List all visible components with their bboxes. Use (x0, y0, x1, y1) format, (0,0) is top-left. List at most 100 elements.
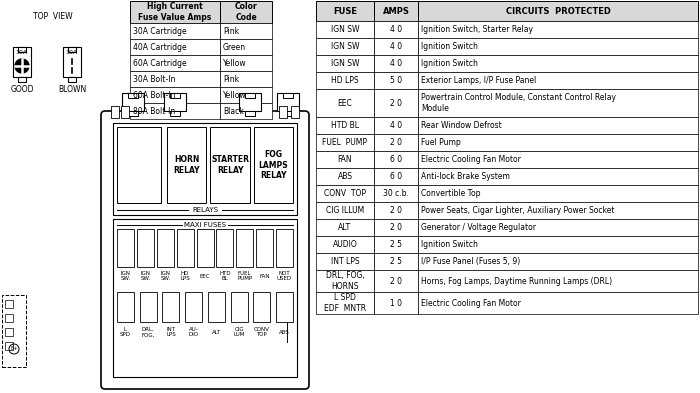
Text: HD LPS: HD LPS (331, 76, 359, 85)
Bar (276, 229, 293, 267)
Text: Anti-lock Brake System: Anti-lock Brake System (421, 172, 510, 181)
Text: FOG
LAMPS
RELAY: FOG LAMPS RELAY (258, 150, 288, 180)
Text: IGN SW: IGN SW (330, 42, 359, 51)
Circle shape (15, 59, 29, 73)
Bar (113, 219, 297, 377)
Text: Pink: Pink (223, 26, 239, 35)
Bar (162, 292, 179, 322)
Bar (220, 103, 272, 119)
Bar (374, 151, 418, 168)
Text: 80A Bolt-In: 80A Bolt-In (133, 107, 175, 116)
Bar (245, 93, 255, 98)
Text: Ignition Switch: Ignition Switch (421, 59, 478, 68)
Text: Pink: Pink (223, 75, 239, 83)
Bar (316, 21, 374, 38)
Bar (316, 38, 374, 55)
Text: IGN
SW.: IGN SW. (120, 271, 131, 281)
Text: L SPD
EDF  MNTR: L SPD EDF MNTR (324, 293, 366, 313)
Bar (418, 55, 698, 72)
Text: Yellow: Yellow (223, 59, 246, 68)
Bar (220, 87, 272, 103)
Bar (374, 55, 418, 72)
Bar (5, 300, 13, 308)
Bar (374, 89, 418, 117)
Bar (239, 93, 261, 111)
Bar (316, 253, 374, 270)
Bar (13, 47, 31, 77)
Text: HORN
RELAY: HORN RELAY (174, 155, 200, 175)
Bar (418, 219, 698, 236)
Text: 4 0: 4 0 (390, 42, 402, 51)
Bar (121, 106, 129, 118)
Text: CONV  TOP: CONV TOP (324, 189, 366, 198)
Bar (374, 202, 418, 219)
Bar (418, 292, 698, 314)
Bar (418, 134, 698, 151)
Text: ABS: ABS (279, 329, 290, 334)
Bar (279, 106, 287, 118)
Text: AMPS: AMPS (383, 7, 410, 15)
Text: RELAYS: RELAYS (192, 207, 218, 213)
Bar (316, 168, 374, 185)
Text: 2 0: 2 0 (390, 223, 402, 232)
Bar (140, 292, 157, 322)
Bar (130, 23, 220, 39)
Text: I/P Fuse Panel (Fuses 5, 9): I/P Fuse Panel (Fuses 5, 9) (421, 257, 520, 266)
Text: 2 5: 2 5 (390, 257, 402, 266)
Text: High Current
Fuse Value Amps: High Current Fuse Value Amps (139, 2, 211, 22)
Bar (418, 151, 698, 168)
Bar (130, 87, 220, 103)
Bar (157, 229, 174, 267)
Bar (316, 134, 374, 151)
Bar (220, 23, 272, 39)
Text: EEC: EEC (337, 99, 352, 108)
Bar (316, 185, 374, 202)
Bar (170, 111, 180, 116)
Bar (128, 111, 138, 116)
Bar (374, 134, 418, 151)
Text: 6 0: 6 0 (390, 155, 402, 164)
Text: Color
Code: Color Code (234, 2, 258, 22)
Text: 60A Bolt-In: 60A Bolt-In (133, 90, 176, 99)
Bar (253, 292, 270, 322)
FancyBboxPatch shape (101, 111, 309, 389)
Bar (374, 168, 418, 185)
Bar (63, 47, 81, 77)
Text: INT LPS: INT LPS (330, 257, 359, 266)
Bar (210, 127, 250, 203)
Text: IGN
SW.: IGN SW. (160, 271, 170, 281)
Text: Horns, Fog Lamps, Daytime Running Lamps (DRL): Horns, Fog Lamps, Daytime Running Lamps … (421, 277, 612, 285)
Bar (283, 111, 293, 116)
Bar (220, 39, 272, 55)
Bar (130, 55, 220, 71)
Text: 2 0: 2 0 (390, 138, 402, 147)
Text: Black: Black (223, 107, 244, 116)
Bar (216, 229, 233, 267)
Bar (122, 93, 144, 111)
Bar (197, 229, 214, 267)
Bar (117, 229, 134, 267)
Bar (277, 93, 299, 111)
Text: IGN
SW.: IGN SW. (140, 271, 150, 281)
Bar (18, 77, 26, 82)
Text: EEC: EEC (199, 274, 210, 279)
Text: TOP  VIEW: TOP VIEW (33, 12, 73, 21)
Bar (316, 270, 374, 292)
Bar (418, 38, 698, 55)
Text: B+: B+ (10, 347, 18, 351)
Text: CIG ILLUM: CIG ILLUM (326, 206, 364, 215)
Bar (374, 38, 418, 55)
Bar (374, 292, 418, 314)
Bar (18, 47, 26, 52)
Text: Rear Window Defrost: Rear Window Defrost (421, 121, 502, 130)
Text: INT
LPS: INT LPS (166, 327, 176, 338)
Text: MAXI FUSES: MAXI FUSES (184, 222, 226, 228)
Text: DRL,
FOG,: DRL, FOG, (141, 327, 155, 338)
Bar (185, 292, 202, 322)
Bar (316, 236, 374, 253)
Bar (167, 127, 206, 203)
Text: FUEL
PUMP: FUEL PUMP (237, 271, 252, 281)
Text: Green: Green (223, 42, 246, 51)
Bar (291, 106, 299, 118)
Text: Exterior Lamps, I/P Fuse Panel: Exterior Lamps, I/P Fuse Panel (421, 76, 536, 85)
